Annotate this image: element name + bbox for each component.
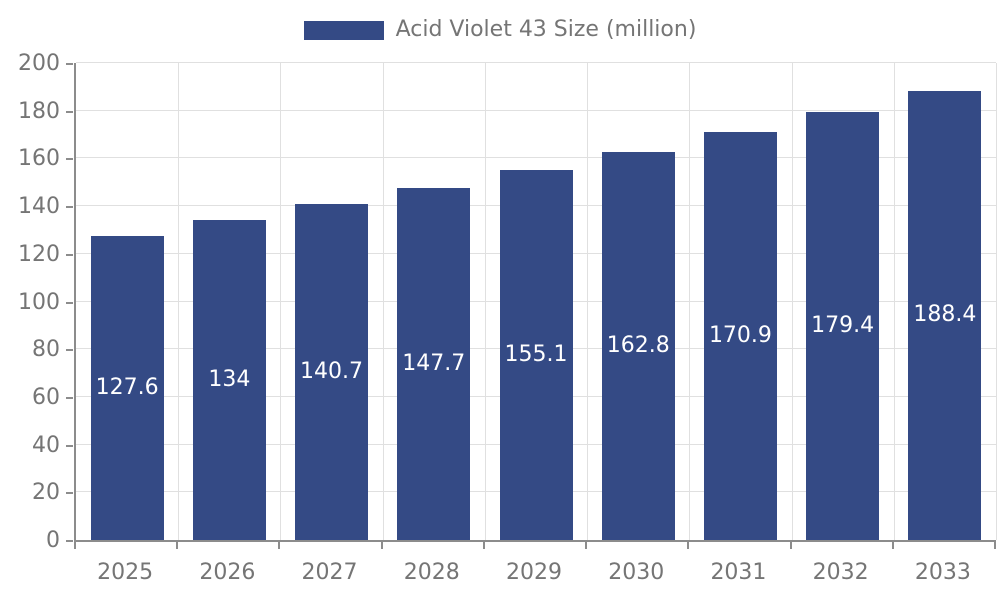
y-tick-mark (66, 301, 73, 304)
bar[interactable]: 155.1 (499, 170, 573, 540)
y-tick-label: 20 (32, 480, 60, 506)
horizontal-gridline (76, 157, 996, 159)
vertical-gridline (178, 63, 180, 540)
vertical-gridline (996, 63, 997, 540)
bar[interactable]: 179.4 (806, 112, 880, 540)
y-tick-mark (66, 492, 73, 495)
y-tick-mark (66, 158, 73, 161)
vertical-gridline (382, 63, 384, 540)
bar-value-label: 127.6 (95, 374, 159, 400)
x-tick-label: 2033 (914, 560, 971, 585)
bar[interactable]: 170.9 (703, 132, 777, 540)
y-tick-label: 180 (18, 98, 60, 124)
y-tick-label: 120 (18, 241, 60, 267)
bar-value-label: 179.4 (811, 313, 875, 339)
y-tick-mark (66, 253, 73, 256)
bar[interactable]: 162.8 (601, 151, 675, 540)
y-tick-mark (66, 444, 73, 447)
y-tick-label: 100 (18, 289, 60, 315)
x-tick-mark (789, 542, 792, 549)
bar-value-label: 147.7 (402, 350, 466, 376)
bar[interactable]: 140.7 (295, 204, 369, 540)
y-tick-label: 140 (18, 194, 60, 220)
x-tick-label: 2031 (710, 560, 767, 585)
legend-label: Acid Violet 43 Size (million) (395, 17, 697, 42)
bar-value-label: 162.8 (606, 332, 670, 358)
plot-area: 127.6 134 140.7 147.7 155.1 162.8 170.9 179.4 18… (74, 62, 997, 542)
bar-value-label: 134 (208, 367, 251, 393)
horizontal-gridline (76, 109, 996, 111)
bar-value-label: 155.1 (504, 342, 568, 368)
x-tick-mark (176, 542, 179, 549)
x-tick-mark (482, 542, 485, 549)
legend-swatch (303, 20, 384, 40)
y-tick-mark (66, 349, 73, 352)
y-tick-mark (66, 540, 73, 542)
x-tick-mark (687, 542, 690, 549)
y-tick-label: 80 (32, 337, 60, 363)
bar-value-label: 140.7 (300, 359, 364, 385)
x-tick-mark (380, 542, 383, 549)
vertical-gridline (587, 63, 589, 540)
vertical-gridline (893, 63, 895, 540)
bar[interactable]: 188.4 (908, 90, 982, 540)
bar[interactable]: 127.6 (90, 235, 164, 540)
vertical-gridline (689, 63, 691, 540)
bar-value-label: 170.9 (708, 323, 772, 349)
y-tick-mark (66, 110, 73, 113)
bar-value-label: 188.4 (913, 302, 977, 328)
x-tick-label: 2027 (301, 560, 358, 585)
y-tick-mark (66, 396, 73, 399)
x-tick-label: 2029 (506, 560, 562, 585)
x-tick-mark (891, 542, 894, 549)
legend[interactable]: Acid Violet 43 Size (million) (0, 19, 1000, 41)
bar[interactable]: 147.7 (397, 187, 471, 540)
x-tick-label: 2032 (812, 560, 869, 585)
y-tick-mark (66, 206, 73, 209)
vertical-gridline (484, 63, 486, 540)
x-tick-mark (74, 542, 76, 549)
y-tick-label: 60 (32, 384, 60, 410)
vertical-gridline (280, 63, 282, 540)
y-tick-mark (66, 63, 73, 65)
x-tick-label: 2025 (97, 560, 154, 585)
horizontal-gridline (76, 62, 996, 63)
x-tick-label: 2028 (403, 560, 460, 585)
y-tick-label: 40 (32, 432, 60, 458)
x-tick-mark (278, 542, 281, 549)
x-tick-mark (585, 542, 588, 549)
vertical-gridline (791, 63, 793, 540)
x-tick-label: 2030 (608, 560, 665, 585)
x-tick-label: 2026 (199, 560, 256, 585)
y-tick-label: 200 (18, 51, 60, 76)
bar[interactable]: 134 (192, 220, 266, 540)
y-tick-label: 160 (18, 146, 60, 172)
y-tick-label: 0 (46, 528, 60, 553)
x-tick-mark (994, 542, 996, 549)
